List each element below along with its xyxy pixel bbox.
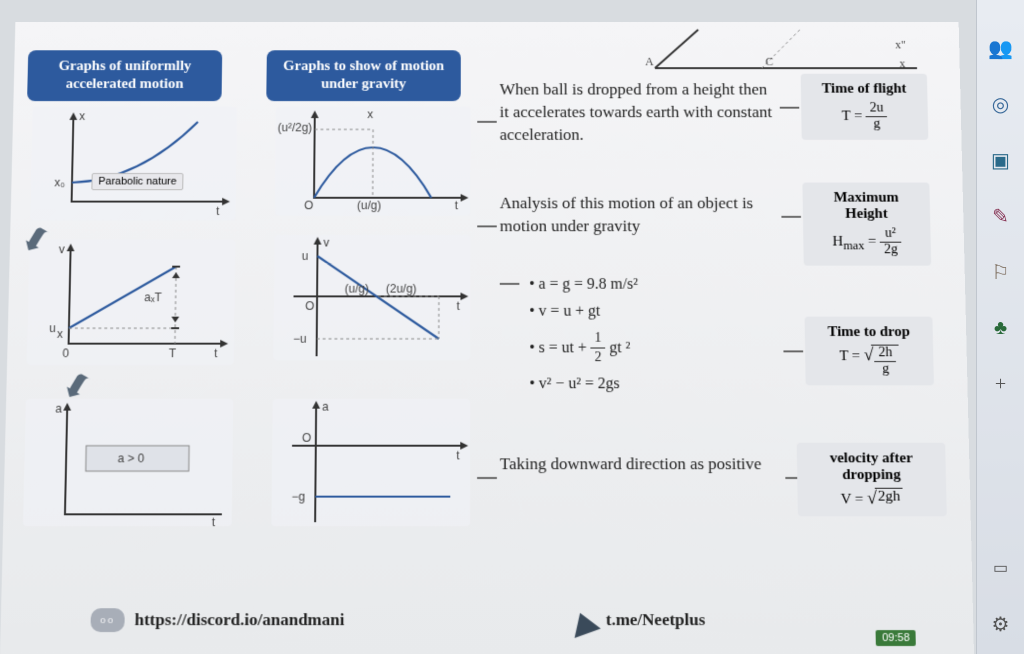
eq-v2: v² − u² = 2gs (529, 374, 786, 396)
svg-text:u: u (49, 322, 56, 335)
svg-text:t: t (216, 205, 220, 218)
connector (477, 225, 497, 227)
svg-text:v: v (323, 237, 329, 250)
parabolic-nature-label: Parabolic nature (91, 173, 183, 190)
svg-text:−u: −u (293, 333, 307, 346)
graph-a-t-gravity: a O −g t (271, 399, 470, 526)
svg-text:0: 0 (62, 347, 69, 360)
people-icon[interactable]: 👥 (987, 34, 1015, 62)
badge-gravity: Graphs to show of motion under gravity (266, 50, 461, 100)
discord-icon: oo (90, 608, 124, 632)
panel-icon[interactable]: ▭ (987, 554, 1015, 582)
svg-text:aₓT: aₓT (144, 291, 162, 304)
svg-text:v: v (59, 243, 65, 256)
svg-text:a: a (55, 403, 62, 416)
target-icon[interactable]: ◎ (987, 90, 1015, 118)
eq-a: a = g = 9.8 m/s² (529, 274, 784, 296)
flag-icon[interactable]: ⚐ (987, 258, 1015, 286)
svg-text:O: O (302, 432, 311, 445)
equations-list: a = g = 9.8 m/s² v = u + gt s = ut + 12 … (529, 269, 786, 402)
svg-text:x₀: x₀ (54, 177, 65, 190)
connector (500, 283, 520, 285)
graph-v-t-gravity: v u −u O (u/g) (2u/g) t (273, 235, 470, 360)
graph-x-t-parabola: x x₀ t (30, 107, 237, 221)
card-velocity-after: velocity after dropping V = 2gh (797, 443, 947, 517)
svg-text:−g: −g (291, 491, 305, 504)
graph-a-t-const: a a > 0 t (23, 399, 233, 526)
desc-sign-convention: Taking downward direction as positive (500, 453, 778, 476)
svg-text:u: u (302, 250, 309, 263)
svg-text:a > 0: a > 0 (118, 452, 145, 465)
svg-text:t: t (214, 347, 218, 360)
card-max-height: Maximum Height Hmax = u²2g (802, 183, 931, 266)
svg-text:t: t (456, 449, 460, 462)
graph-height-time: x (u²/2g) O (u/g) t (275, 107, 471, 216)
badge-uniform-accel: Graphs of uniformlly accelerated motion (27, 50, 222, 100)
page-surface: A C x" x Graphs of uniformlly accelerate… (0, 22, 974, 654)
svg-text:T: T (169, 347, 176, 360)
card-time-of-flight: Time of flight T = 2ug (801, 74, 929, 140)
svg-text:x: x (79, 110, 85, 122)
telegram-link[interactable]: t.me/Neetplus (606, 610, 706, 630)
svg-text:(u/g): (u/g) (357, 200, 381, 213)
discord-link[interactable]: https://discord.io/anandmani (134, 610, 344, 630)
gear-icon[interactable]: ⚙ (987, 610, 1015, 638)
pt-x1: x" (895, 38, 906, 51)
pt-x2: x (899, 57, 905, 70)
tree-icon[interactable]: ♣ (987, 314, 1015, 342)
graph-v-t-line: v u x aₓT 0 T t (27, 240, 236, 365)
edit-icon[interactable]: ✎ (987, 202, 1015, 230)
connector (477, 477, 497, 479)
svg-text:t: t (457, 300, 461, 313)
connector (783, 350, 803, 352)
svg-text:(2u/g): (2u/g) (386, 283, 417, 296)
svg-text:x: x (57, 328, 63, 341)
svg-text:(u/g): (u/g) (345, 283, 369, 296)
desc-ball-dropped: When ball is dropped from a height then … (500, 78, 773, 145)
connector (781, 216, 801, 218)
top-angle-diagram: A C x" x (635, 26, 927, 73)
pt-C: C (765, 55, 773, 68)
right-sidebar: 👥 ◎ ▣ ✎ ⚐ ♣ + ▭ ⚙ (976, 0, 1024, 654)
connector (780, 107, 799, 109)
eq-s: s = ut + 12 gt ² (529, 329, 785, 368)
svg-text:a: a (322, 401, 329, 414)
svg-text:x: x (367, 108, 373, 120)
plus-icon[interactable]: + (987, 370, 1015, 398)
camera-icon[interactable]: ▣ (987, 146, 1015, 174)
svg-text:O: O (304, 200, 313, 213)
svg-text:(u²/2g): (u²/2g) (278, 122, 313, 135)
card-time-to-drop: Time to drop T = 2hg (805, 317, 934, 386)
svg-text:t: t (455, 200, 459, 213)
svg-text:t: t (212, 516, 216, 526)
eq-v: v = u + gt (529, 302, 785, 324)
clock-badge: 09:58 (876, 630, 916, 646)
pt-A: A (645, 55, 654, 68)
svg-text:O: O (305, 300, 314, 313)
footer: oo https://discord.io/anandmani t.me/Nee… (0, 596, 973, 636)
connector (477, 121, 496, 123)
telegram-icon (567, 608, 601, 638)
desc-analysis: Analysis of this motion of an object is … (500, 192, 774, 237)
